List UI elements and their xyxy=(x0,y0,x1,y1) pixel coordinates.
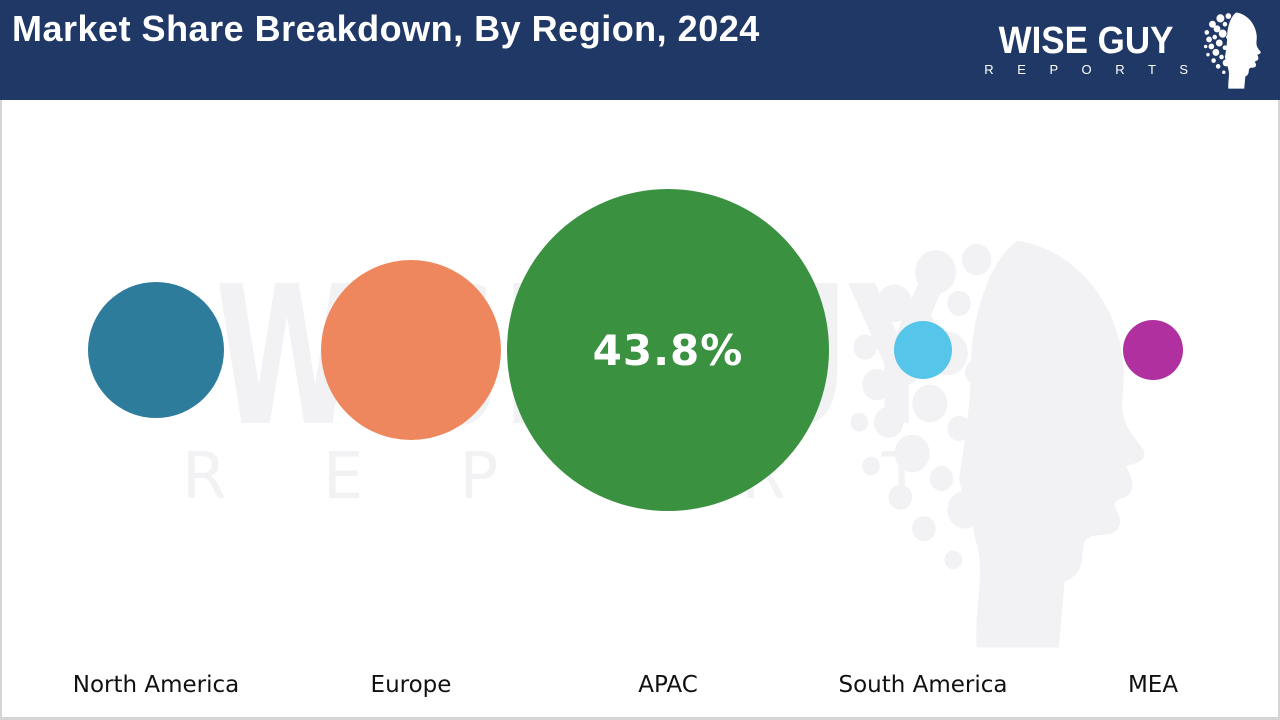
bubble-apac: 43.8% xyxy=(507,189,829,511)
watermark-head-icon xyxy=(830,222,1182,660)
wiseguy-logo: WISE GUY R E P O R T S xyxy=(974,5,1268,95)
header: Market Share Breakdown, By Region, 2024 … xyxy=(0,0,1280,100)
category-label-north-america: North America xyxy=(72,672,240,698)
bubble-south-america xyxy=(894,321,952,379)
bubble-mea xyxy=(1123,320,1183,380)
chart-area: WISE GUY R E P O R T S North AmericaEuro… xyxy=(0,100,1280,720)
logo-name: WISE GUY xyxy=(998,20,1174,63)
category-label-apac: APAC xyxy=(638,672,698,698)
page-title: Market Share Breakdown, By Region, 2024 xyxy=(12,8,760,49)
category-label-europe: Europe xyxy=(370,672,452,698)
bubble-europe xyxy=(321,260,501,440)
wiseguy-head-icon xyxy=(1200,9,1268,91)
category-label-mea: MEA xyxy=(1127,672,1179,698)
bubble-north-america xyxy=(88,282,224,418)
bubble-value-label: 43.8% xyxy=(592,325,744,375)
wiseguy-logo-text: WISE GUY R E P O R T S xyxy=(974,20,1198,78)
category-label-south-america: South America xyxy=(838,672,1008,698)
logo-tagline: R E P O R T S xyxy=(984,62,1198,78)
